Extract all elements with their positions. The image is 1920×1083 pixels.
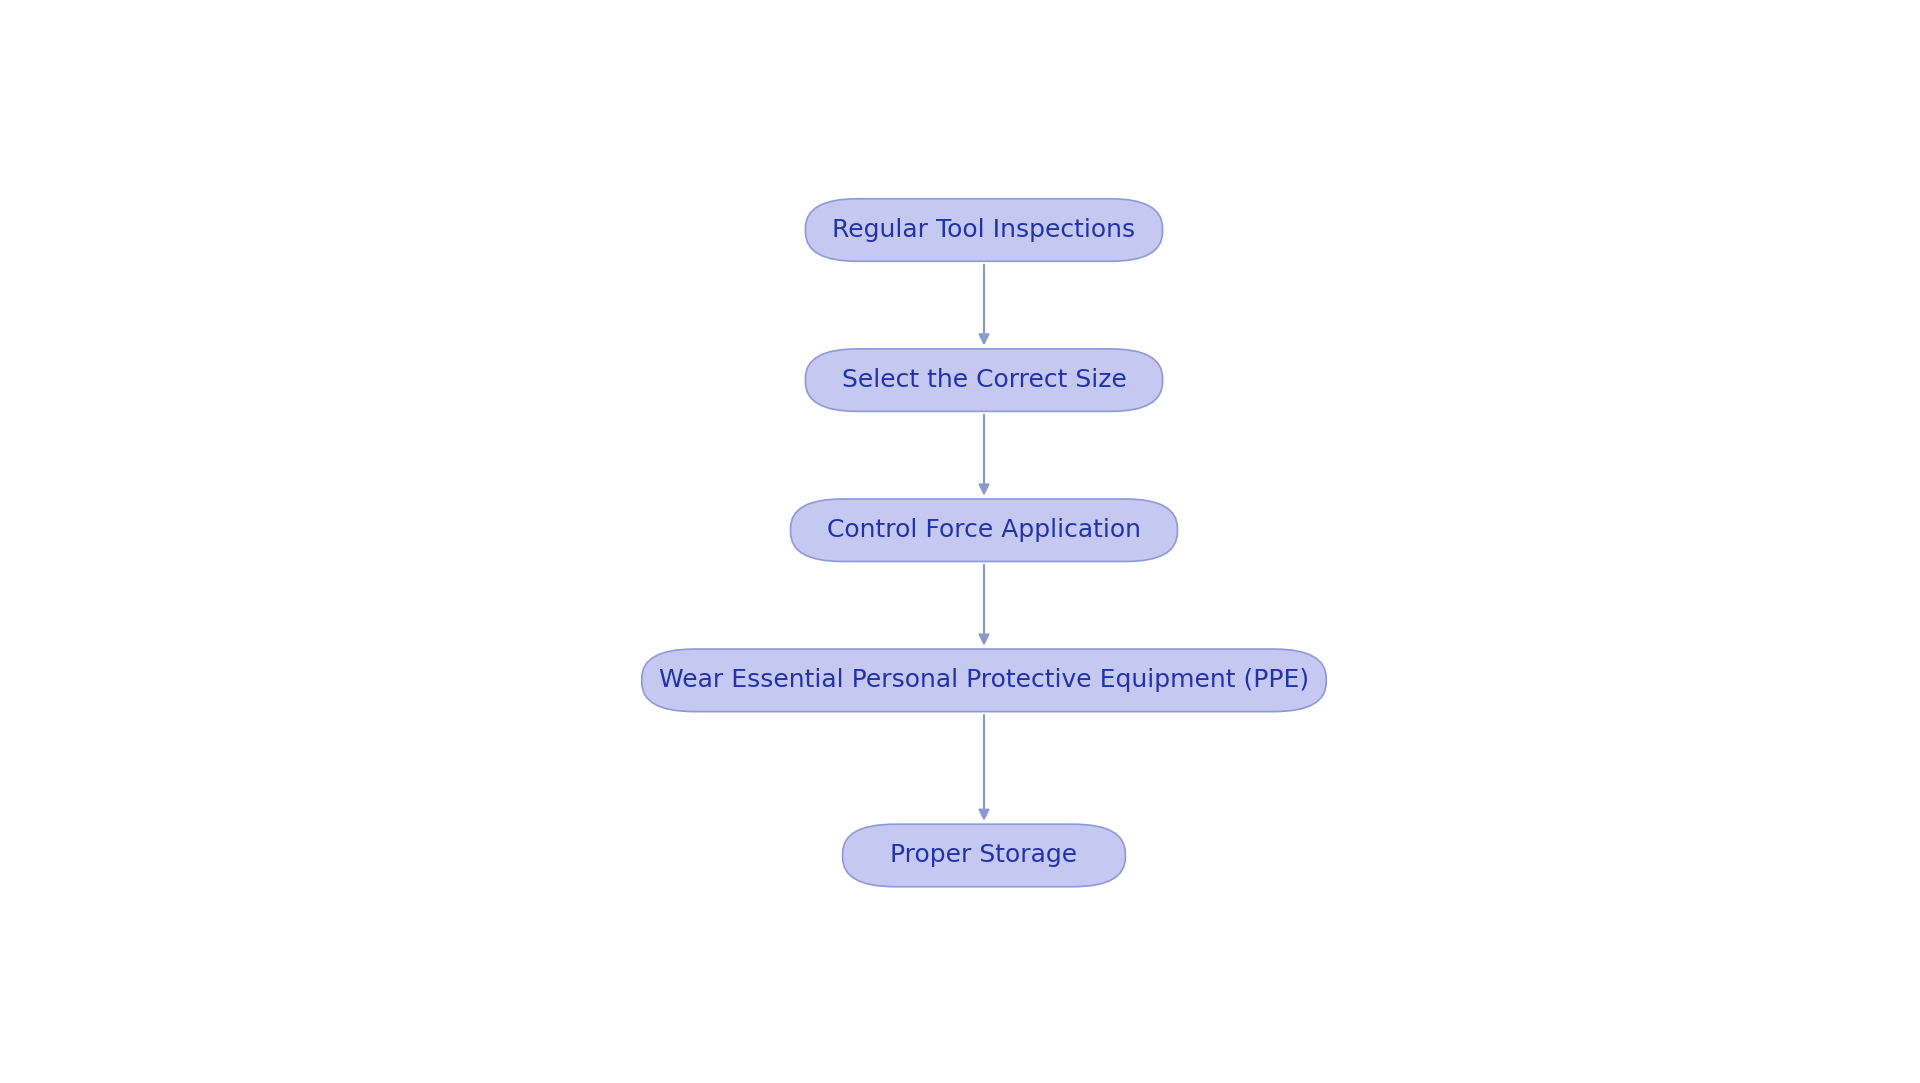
Text: Control Force Application: Control Force Application <box>828 519 1140 543</box>
Text: Wear Essential Personal Protective Equipment (PPE): Wear Essential Personal Protective Equip… <box>659 668 1309 692</box>
Text: Select the Correct Size: Select the Correct Size <box>841 368 1127 392</box>
FancyBboxPatch shape <box>843 824 1125 887</box>
FancyBboxPatch shape <box>806 349 1162 412</box>
FancyBboxPatch shape <box>791 499 1177 561</box>
FancyBboxPatch shape <box>641 649 1327 712</box>
FancyBboxPatch shape <box>806 199 1162 261</box>
Text: Regular Tool Inspections: Regular Tool Inspections <box>833 218 1135 242</box>
Text: Proper Storage: Proper Storage <box>891 844 1077 867</box>
